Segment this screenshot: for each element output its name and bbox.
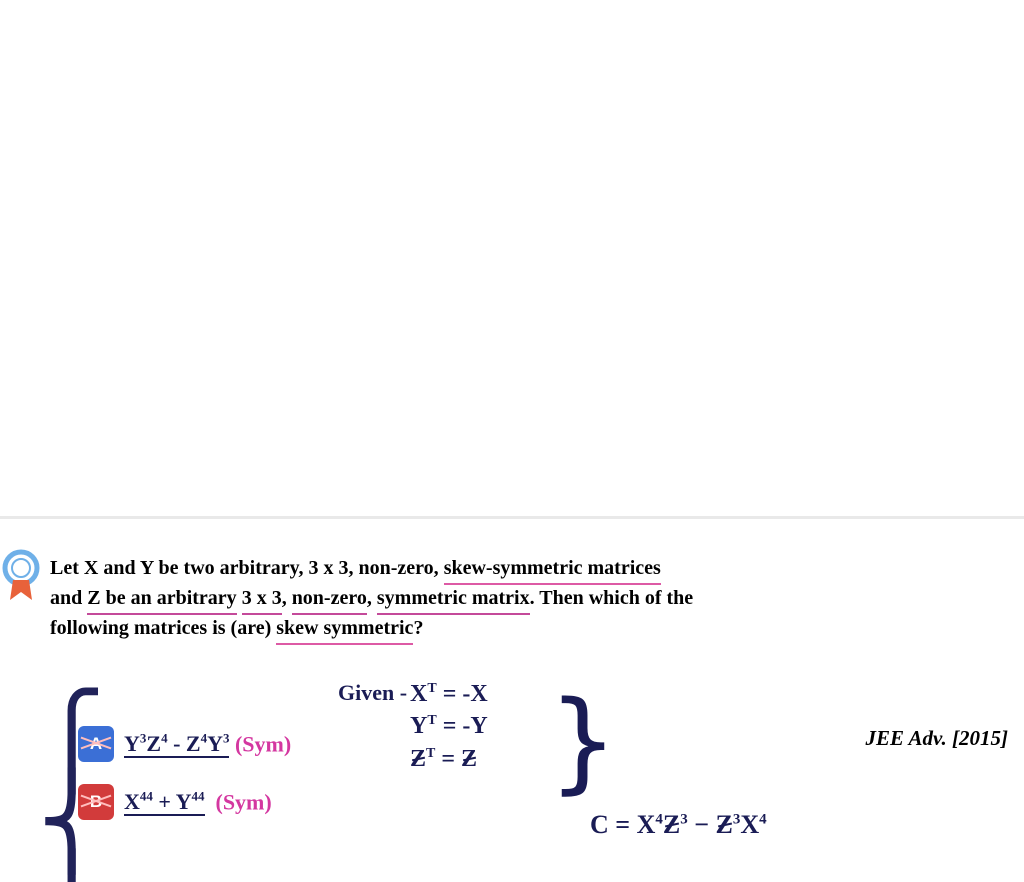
- option-row-b: B X44 + Y44 (Sym): [78, 784, 272, 820]
- option-b-box[interactable]: B: [78, 784, 114, 820]
- eq-xt: XT = -X: [410, 678, 488, 710]
- page-root: Let X and Y be two arbitrary, 3 x 3, non…: [0, 0, 1024, 882]
- q-underlined: skew symmetric: [276, 615, 413, 645]
- q-underlined: Z be an arbitrary: [87, 585, 236, 615]
- option-row-a: A Y3Z4 - Z4Y3 (Sym): [78, 726, 291, 762]
- q-text: following matrices is (are): [50, 617, 276, 639]
- q-text: ,: [282, 587, 292, 609]
- option-a-expr: Y3Z4 - Z4Y3 (Sym): [124, 731, 291, 757]
- q-text: X and Y be two arbitrary, 3 x 3, non-zer…: [84, 557, 444, 579]
- source-label: JEE Adv. [2015]: [865, 726, 1008, 751]
- option-b-expr: X44 + Y44 (Sym): [124, 789, 272, 815]
- horizontal-divider: [0, 516, 1024, 519]
- q-underlined: symmetric matrix: [377, 585, 530, 615]
- given-block: Given - XT = -X YT = -Y ZT = Z: [310, 680, 488, 775]
- q-underlined: skew-symmetric matrices: [444, 555, 661, 585]
- option-a-box[interactable]: A: [78, 726, 114, 762]
- q-text: ?: [413, 617, 423, 639]
- question-text: Let X and Y be two arbitrary, 3 x 3, non…: [50, 555, 1020, 645]
- q-text: Let: [50, 557, 84, 579]
- eq-zt: ZT = Z: [410, 743, 488, 775]
- q-text: . Then which of the: [530, 587, 694, 609]
- eq-yt: YT = -Y: [410, 710, 488, 742]
- right-brace-icon: }: [548, 695, 618, 789]
- q-text: ,: [367, 587, 377, 609]
- q-underlined: 3 x 3: [242, 585, 282, 615]
- q-underlined: non-zero: [292, 585, 367, 615]
- award-badge-icon: [0, 548, 42, 604]
- c-equation: C = X4Z3 − Z3X4: [590, 810, 767, 840]
- q-text: and: [50, 587, 87, 609]
